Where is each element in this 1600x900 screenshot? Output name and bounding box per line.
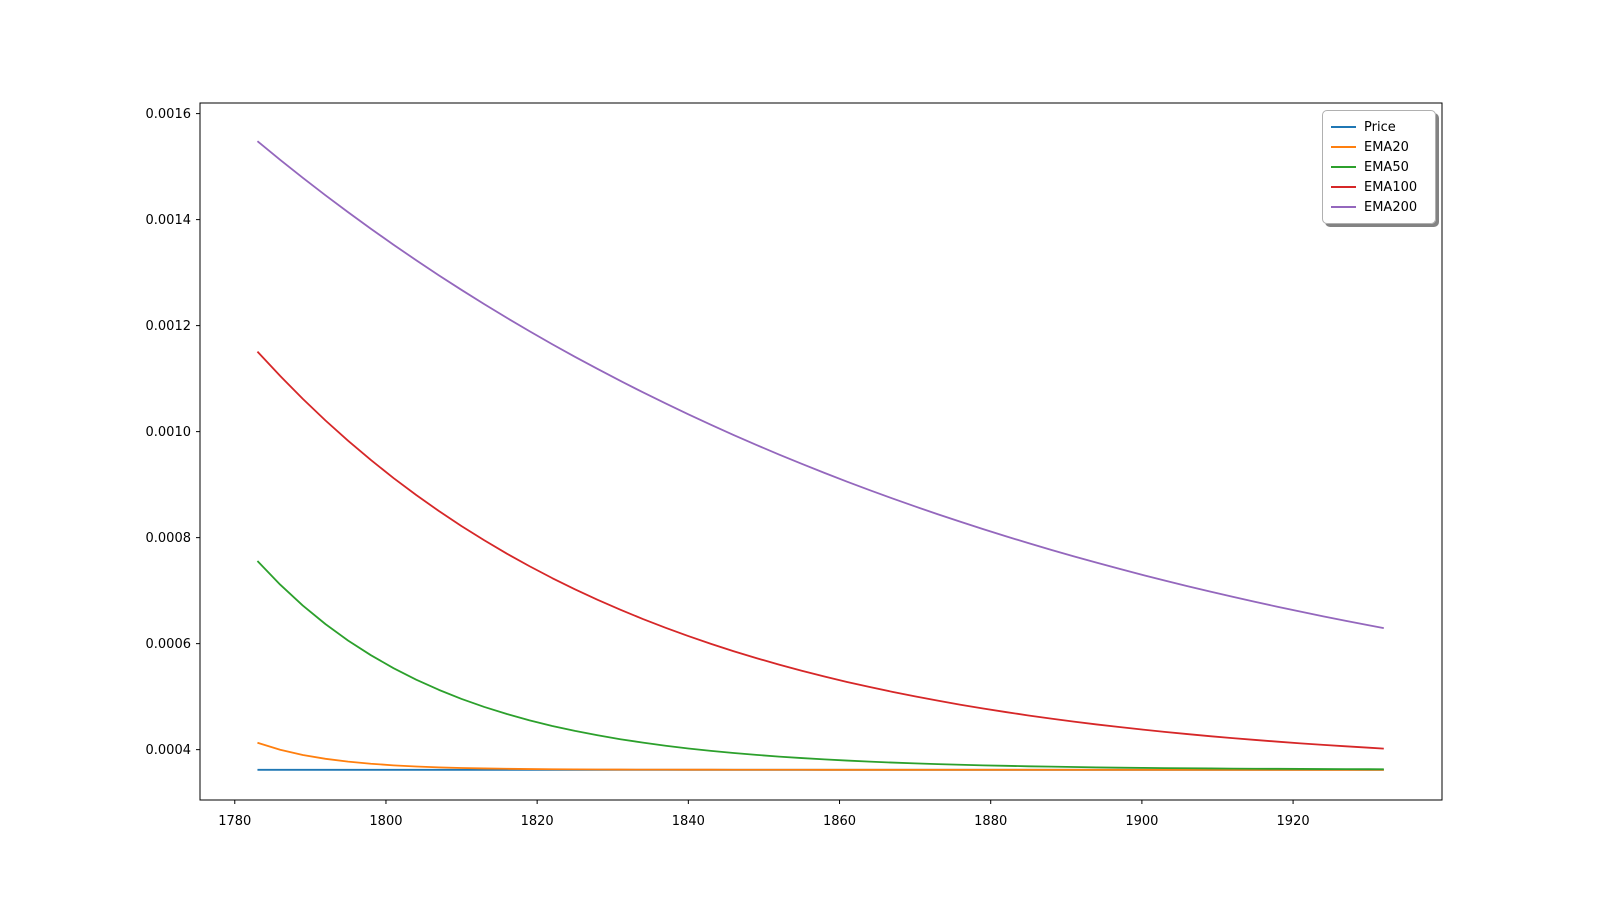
legend: Price EMA20 EMA50 EMA100 EMA200: [1322, 110, 1436, 224]
legend-label: EMA100: [1364, 179, 1418, 195]
series-line-ema100: [256, 350, 1384, 750]
x-tick-label: 1860: [823, 814, 856, 829]
legend-line-swatch-icon: [1331, 186, 1356, 188]
legend-line-swatch-icon: [1331, 126, 1356, 128]
legend-line-swatch-icon: [1331, 206, 1356, 208]
legend-line-swatch-icon: [1331, 146, 1356, 148]
legend-label: Price: [1364, 119, 1396, 135]
series-line-ema50: [256, 560, 1384, 771]
y-tick-label: 0.0008: [146, 531, 192, 546]
legend-item-price: Price: [1331, 117, 1426, 137]
legend-label: EMA200: [1364, 199, 1418, 215]
plot-area: [200, 103, 1442, 800]
series-line-ema20: [257, 741, 1384, 771]
legend-label: EMA20: [1364, 139, 1409, 155]
series-line-ema200: [256, 140, 1384, 630]
y-tick-label: 0.0014: [146, 213, 192, 228]
x-tick-label: 1800: [369, 814, 402, 829]
y-tick-label: 0.0012: [146, 319, 192, 334]
x-tick-label: 1780: [218, 814, 251, 829]
x-tick-label: 1820: [521, 814, 554, 829]
y-tick-label: 0.0010: [146, 425, 192, 440]
legend-item-ema50: EMA50: [1331, 157, 1426, 177]
x-tick-label: 1900: [1125, 814, 1158, 829]
y-tick-label: 0.0016: [146, 107, 192, 122]
legend-item-ema200: EMA200: [1331, 197, 1426, 217]
x-tick-label: 1840: [672, 814, 705, 829]
x-tick-label: 1920: [1277, 814, 1310, 829]
x-tick-label: 1880: [974, 814, 1007, 829]
legend-label: EMA50: [1364, 159, 1409, 175]
legend-line-swatch-icon: [1331, 166, 1356, 168]
legend-item-ema20: EMA20: [1331, 137, 1426, 157]
y-tick-label: 0.0006: [146, 637, 192, 652]
axes-spines: [199, 102, 1443, 801]
legend-item-ema100: EMA100: [1331, 177, 1426, 197]
y-tick-label: 0.0004: [146, 743, 192, 758]
